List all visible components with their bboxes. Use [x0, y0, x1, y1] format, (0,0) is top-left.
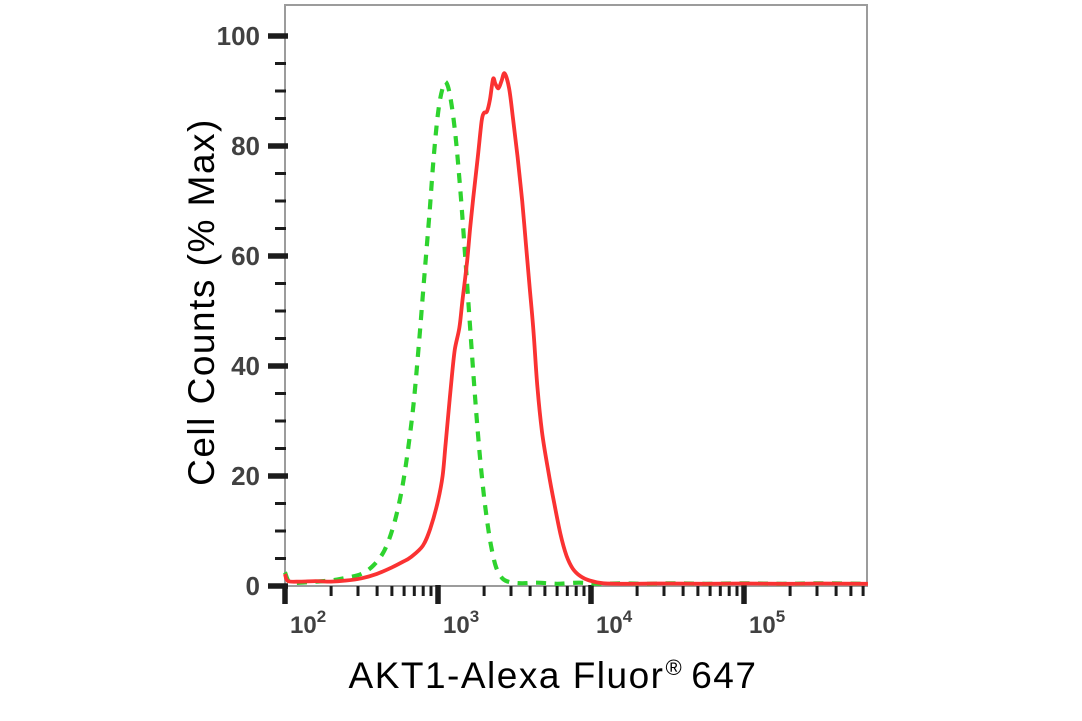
y-tick-label: 80 [231, 131, 260, 161]
x-axis-title: AKT1-Alexa Fluor® 647 [349, 655, 758, 696]
x-axis-title-suffix: 647 [691, 655, 757, 696]
x-axis-title-main: AKT1-Alexa Fluor [349, 655, 665, 696]
x-tick-label: 103 [443, 607, 479, 639]
y-tick-label: 100 [217, 21, 260, 51]
registered-trademark-superscript: ® [666, 655, 684, 680]
y-tick-label: 0 [246, 571, 260, 601]
x-tick-label: 104 [596, 607, 633, 639]
green-dashed-curve [283, 79, 868, 586]
x-tick-base: 10 [749, 612, 776, 639]
y-tick-label: 60 [231, 241, 260, 271]
x-tick-base: 10 [290, 612, 317, 639]
y-axis-title: Cell Counts (% Max) [181, 118, 222, 486]
x-tick-base: 10 [596, 612, 623, 639]
x-tick-exponent: 5 [776, 607, 785, 626]
x-tick-exponent: 2 [317, 607, 326, 626]
y-tick-label: 20 [231, 461, 260, 491]
x-tick-exponent: 4 [623, 607, 633, 626]
red-solid-curve [283, 71, 868, 586]
x-tick-label: 102 [290, 607, 326, 639]
plot-frame [284, 4, 868, 587]
x-tick-label: 105 [749, 607, 785, 639]
x-tick-base: 10 [443, 612, 470, 639]
y-tick-label: 40 [231, 351, 260, 381]
x-tick-exponent: 3 [470, 607, 479, 626]
